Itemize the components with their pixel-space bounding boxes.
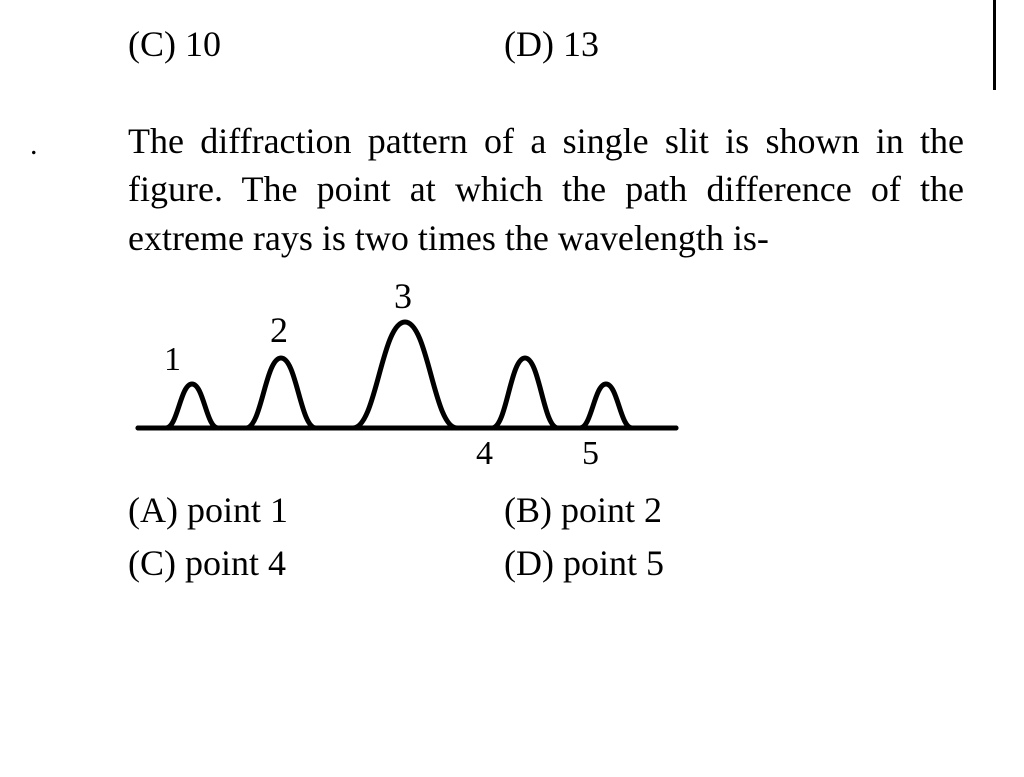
question-bullet: .: [30, 117, 128, 166]
svg-text:4: 4: [476, 435, 493, 472]
prev-option-c: (C) 10: [128, 20, 504, 69]
svg-text:2: 2: [270, 310, 288, 350]
question-text: The diffraction pattern of a single slit…: [128, 117, 994, 263]
vertical-rule: [993, 0, 996, 90]
option-c: (C) point 4: [128, 539, 504, 588]
question-row: . The diffraction pattern of a single sl…: [30, 117, 994, 263]
option-a: (A) point 1: [128, 486, 504, 535]
option-d: (D) point 5: [504, 539, 994, 588]
diagram-svg: 1 2 3 4 5: [128, 278, 688, 478]
answer-options: (A) point 1 (B) point 2 (C) point 4 (D) …: [30, 486, 994, 587]
svg-text:1: 1: [164, 341, 181, 378]
svg-text:5: 5: [582, 435, 599, 472]
svg-text:3: 3: [394, 278, 412, 316]
prev-question-options: (C) 10 (D) 13: [30, 20, 994, 69]
option-b: (B) point 2: [504, 486, 994, 535]
prev-option-d: (D) 13: [504, 20, 599, 69]
diffraction-diagram: 1 2 3 4 5: [30, 278, 994, 478]
